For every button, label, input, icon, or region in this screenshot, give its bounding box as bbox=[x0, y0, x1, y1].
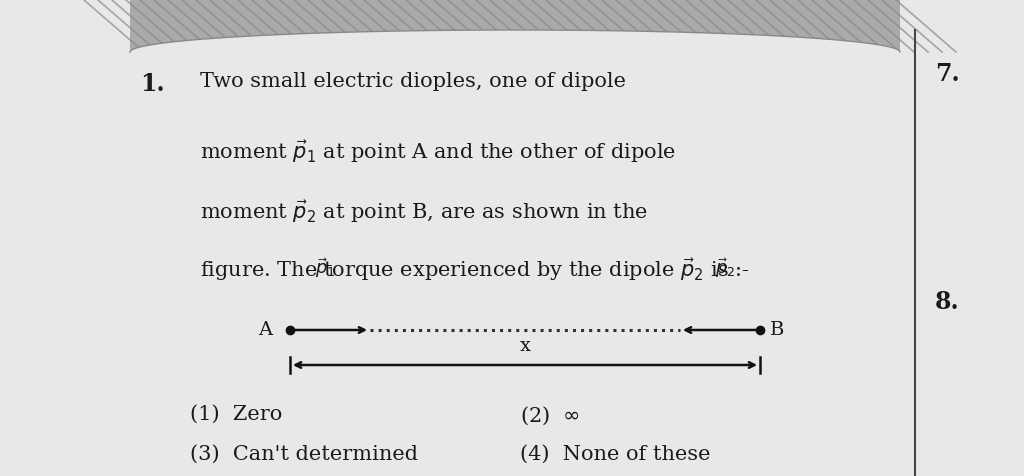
Text: Two small electric dioples, one of dipole: Two small electric dioples, one of dipol… bbox=[200, 72, 626, 91]
Text: (2)  $\infty$: (2) $\infty$ bbox=[520, 405, 580, 427]
Text: 8.: 8. bbox=[935, 290, 959, 314]
Text: figure. The torque experienced by the dipole $\vec{p}_2$ is :-: figure. The torque experienced by the di… bbox=[200, 256, 750, 283]
Text: 7.: 7. bbox=[935, 62, 959, 86]
Text: moment $\vec{p}_2$ at point B, are as shown in the: moment $\vec{p}_2$ at point B, are as sh… bbox=[200, 198, 648, 225]
Text: (3)  Can't determined: (3) Can't determined bbox=[190, 445, 418, 464]
Text: $\vec{p}_1$: $\vec{p}_1$ bbox=[314, 256, 335, 280]
Text: A: A bbox=[258, 321, 272, 339]
Text: (1)  Zero: (1) Zero bbox=[190, 405, 283, 424]
Text: (4)  None of these: (4) None of these bbox=[520, 445, 711, 464]
Text: moment $\vec{p}_1$ at point A and the other of dipole: moment $\vec{p}_1$ at point A and the ot… bbox=[200, 138, 676, 165]
Text: $\vec{p}_2$: $\vec{p}_2$ bbox=[715, 256, 735, 280]
Text: x: x bbox=[519, 337, 530, 355]
Bar bbox=[130, 0, 900, 52]
Text: B: B bbox=[770, 321, 784, 339]
Text: 1.: 1. bbox=[140, 72, 165, 96]
